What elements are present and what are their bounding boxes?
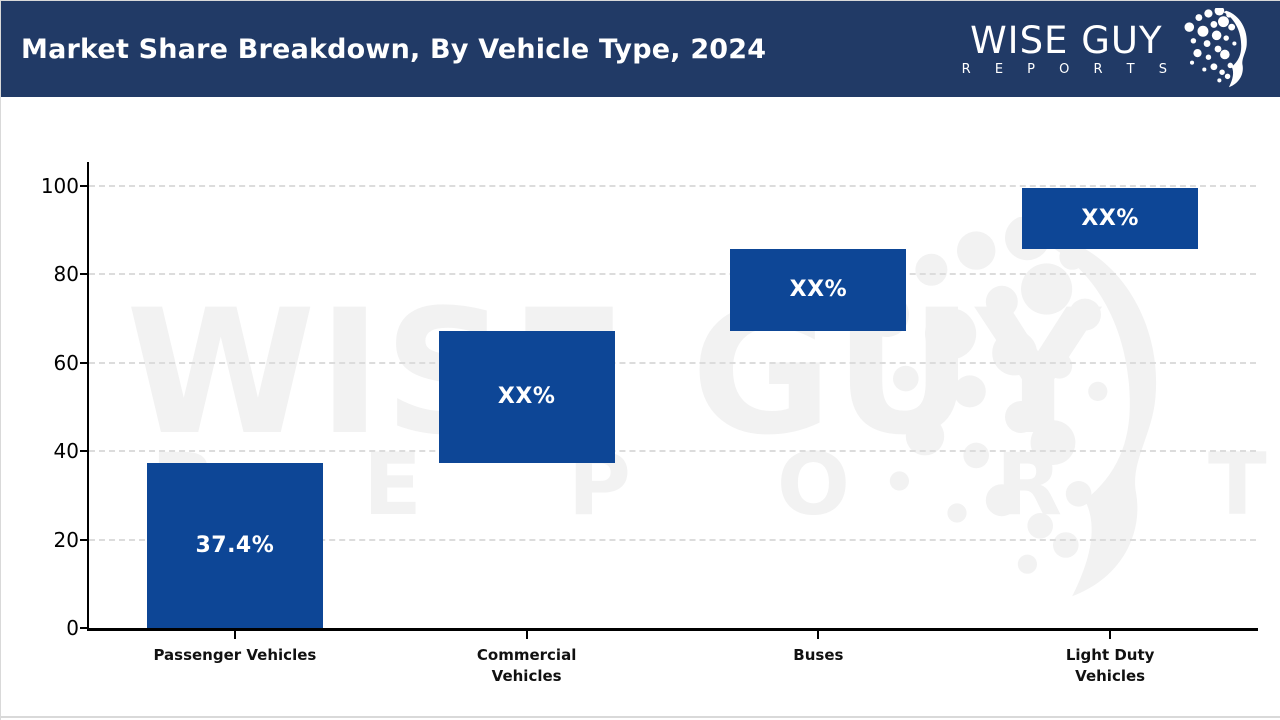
x-tick-mark <box>1109 631 1112 639</box>
y-tick-label: 20 <box>53 527 79 552</box>
y-tick-mark <box>80 361 89 364</box>
y-tick-mark <box>80 450 89 453</box>
page-title: Market Share Breakdown, By Vehicle Type,… <box>21 33 767 65</box>
x-tick-mark <box>233 631 236 639</box>
y-tick-label: 0 <box>66 616 79 640</box>
bar: XX% <box>1022 187 1199 249</box>
y-tick-label: 80 <box>53 262 79 287</box>
y-tick-label: 60 <box>53 350 79 375</box>
header-bar: Market Share Breakdown, By Vehicle Type,… <box>1 1 1280 97</box>
bar: XX% <box>730 248 907 331</box>
face-dots-icon <box>1184 8 1247 88</box>
y-tick-mark <box>80 627 89 629</box>
logo-wordmark: WISE GUY <box>970 19 1163 62</box>
bar-value-label: 37.4% <box>195 532 275 558</box>
x-category-label: Light Duty Vehicles <box>1065 646 1155 685</box>
y-tick-mark <box>80 538 89 541</box>
y-tick-mark <box>80 273 89 276</box>
gridline <box>89 538 1256 541</box>
gridline <box>89 185 1256 187</box>
x-axis-line <box>87 628 1258 631</box>
bar: 37.4% <box>146 462 323 628</box>
y-axis-line <box>87 162 89 631</box>
bar-value-label: XX% <box>1081 205 1139 231</box>
x-tick-mark <box>817 631 820 639</box>
gridline <box>89 450 1256 453</box>
bottom-divider <box>1 716 1280 718</box>
chart-area: WISE GUY R E P O R T S 02040608010037.4%… <box>1 97 1280 720</box>
bar-value-label: XX% <box>789 277 848 303</box>
x-category-label: Commercial Vehicles <box>476 646 577 685</box>
x-category-label: Passenger Vehicles <box>153 646 317 664</box>
gridline <box>89 361 1256 364</box>
y-tick-label: 40 <box>53 439 79 464</box>
y-tick-label: 100 <box>40 174 79 198</box>
x-category-label: Buses <box>793 646 844 664</box>
x-tick-mark <box>525 631 528 639</box>
bar-value-label: XX% <box>497 384 556 410</box>
watermark-face-dots-icon <box>864 217 1157 597</box>
brand-logo: WISE GUY R E P O R T S <box>956 8 1257 90</box>
y-tick-mark <box>80 185 89 187</box>
gridline <box>89 273 1256 276</box>
bar: XX% <box>438 330 615 463</box>
logo-subtitle: R E P O R T S <box>961 62 1177 77</box>
